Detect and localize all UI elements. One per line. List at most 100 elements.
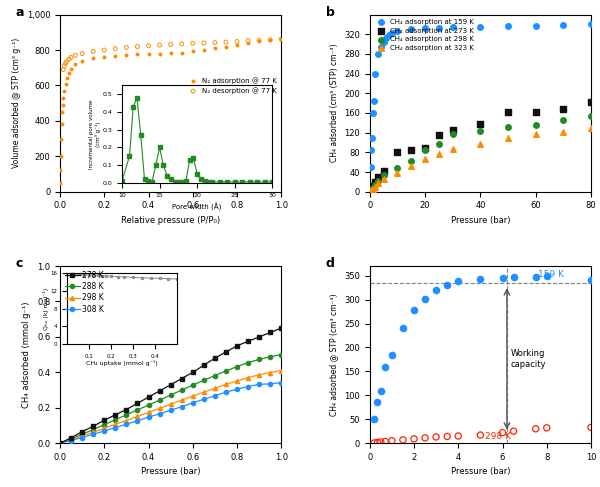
CH₄ adsorption at 273 K — [420, 145, 430, 152]
Point — [509, 427, 518, 435]
CH₄ adsorption at 159 K — [387, 29, 397, 37]
CH₄ adsorption at 273 K — [476, 120, 485, 128]
CH₄ adsorption at 323 K — [503, 134, 513, 142]
CH₄ adsorption at 273 K — [531, 108, 541, 115]
CH₄ adsorption at 323 K — [531, 130, 541, 137]
Y-axis label: Volume adsorbed @ STP (cm³ g⁻¹): Volume adsorbed @ STP (cm³ g⁻¹) — [12, 38, 21, 169]
Point — [387, 351, 397, 358]
CH₄ adsorption at 159 K — [369, 97, 379, 105]
308 K — [67, 438, 74, 444]
N₂ adsorption @ 77 K — [210, 44, 220, 52]
298 K — [211, 385, 218, 391]
288 K — [278, 352, 285, 357]
298 K — [89, 429, 97, 435]
N₂ adsorption @ 77 K — [254, 37, 264, 45]
N₂ adsorption @ 77 K — [188, 48, 197, 56]
N₂ adsorption @ 77 K — [55, 179, 65, 187]
278 K — [167, 382, 174, 388]
Point — [370, 439, 379, 447]
308 K — [244, 384, 251, 390]
CH₄ adsorption at 323 K — [586, 124, 596, 131]
N₂ desorption @ 77 K — [144, 42, 154, 50]
CH₄ adsorption at 298 K — [559, 116, 568, 124]
Y-axis label: CH₄ adsorbed (mmol g⁻¹): CH₄ adsorbed (mmol g⁻¹) — [22, 301, 31, 408]
N₂ adsorption @ 77 K — [177, 49, 187, 57]
Point — [431, 286, 441, 294]
N₂ desorption @ 77 K — [62, 57, 71, 65]
CH₄ adsorption at 159 K — [586, 20, 596, 28]
N₂ adsorption @ 77 K — [155, 50, 164, 57]
Point — [373, 398, 382, 406]
298 K — [233, 378, 241, 384]
X-axis label: Relative pressure (P/P₀): Relative pressure (P/P₀) — [121, 216, 220, 225]
CH₄ adsorption at 159 K — [406, 25, 416, 33]
288 K — [167, 392, 174, 398]
CH₄ adsorption at 273 K — [586, 98, 596, 106]
278 K — [134, 400, 141, 406]
N₂ adsorption @ 77 K — [59, 94, 68, 102]
CH₄ adsorption at 159 K — [376, 43, 386, 51]
Line: 278 K: 278 K — [58, 326, 283, 445]
Text: Working
capacity: Working capacity — [510, 349, 546, 369]
Point — [431, 433, 441, 441]
CH₄ adsorption at 323 K — [559, 128, 568, 135]
278 K — [189, 370, 196, 375]
N₂ adsorption @ 77 K — [88, 54, 98, 62]
N₂ adsorption @ 77 K — [144, 50, 154, 58]
N₂ desorption @ 77 K — [100, 46, 109, 54]
298 K — [56, 440, 64, 446]
Line: 288 K: 288 K — [58, 353, 283, 445]
298 K — [67, 437, 74, 443]
278 K — [233, 343, 241, 349]
298 K — [134, 413, 141, 419]
Point — [586, 424, 596, 431]
288 K — [134, 407, 141, 413]
288 K — [101, 422, 108, 428]
N₂ desorption @ 77 K — [66, 54, 76, 61]
278 K — [145, 394, 152, 400]
308 K — [112, 425, 119, 431]
288 K — [112, 417, 119, 423]
N₂ adsorption @ 77 K — [58, 101, 67, 109]
CH₄ adsorption at 159 K — [420, 24, 430, 32]
298 K — [112, 421, 119, 427]
298 K — [167, 401, 174, 407]
Point — [542, 272, 551, 280]
Point — [476, 276, 485, 283]
278 K — [256, 334, 263, 340]
N₂ adsorption @ 77 K — [100, 53, 109, 61]
Text: a: a — [16, 6, 24, 19]
Point — [454, 278, 463, 285]
278 K — [200, 362, 208, 368]
CH₄ adsorption at 323 K — [420, 155, 430, 163]
Point — [586, 276, 596, 284]
CH₄ adsorption at 298 K — [476, 127, 485, 135]
N₂ adsorption @ 77 K — [71, 60, 80, 68]
Point — [442, 281, 452, 289]
N₂ adsorption @ 77 K — [277, 35, 286, 43]
CH₄ adsorption at 323 K — [392, 169, 402, 177]
298 K — [200, 389, 208, 395]
X-axis label: Pressure (bar): Pressure (bar) — [141, 468, 200, 476]
CH₄ adsorption at 159 K — [367, 134, 377, 142]
N₂ adsorption @ 77 K — [61, 80, 70, 88]
Y-axis label: CH₄ adsorbed @ STP (cm³ cm⁻³): CH₄ adsorbed @ STP (cm³ cm⁻³) — [329, 293, 338, 416]
308 K — [200, 396, 208, 402]
Legend: 278 K, 288 K, 298 K, 308 K: 278 K, 288 K, 298 K, 308 K — [64, 270, 105, 314]
278 K — [56, 440, 64, 446]
278 K — [211, 355, 218, 361]
CH₄ adsorption at 159 K — [476, 23, 485, 31]
N₂ desorption @ 77 K — [243, 37, 253, 45]
298 K — [156, 406, 163, 412]
Y-axis label: CH₄ adsorbed (cm³ (STP) cm⁻³): CH₄ adsorbed (cm³ (STP) cm⁻³) — [329, 44, 338, 163]
N₂ adsorption @ 77 K — [56, 152, 65, 160]
CH₄ adsorption at 159 K — [367, 146, 376, 154]
278 K — [223, 349, 230, 355]
308 K — [211, 393, 218, 399]
N₂ desorption @ 77 K — [232, 37, 242, 45]
Point — [498, 429, 508, 436]
N₂ adsorption @ 77 K — [221, 43, 231, 51]
Legend: CH₄ adsorption at 159 K, CH₄ adsorption at 273 K, CH₄ adsorption at 298 K, CH₄ a: CH₄ adsorption at 159 K, CH₄ adsorption … — [373, 18, 475, 52]
Point — [373, 439, 382, 447]
CH₄ adsorption at 323 K — [368, 185, 377, 193]
